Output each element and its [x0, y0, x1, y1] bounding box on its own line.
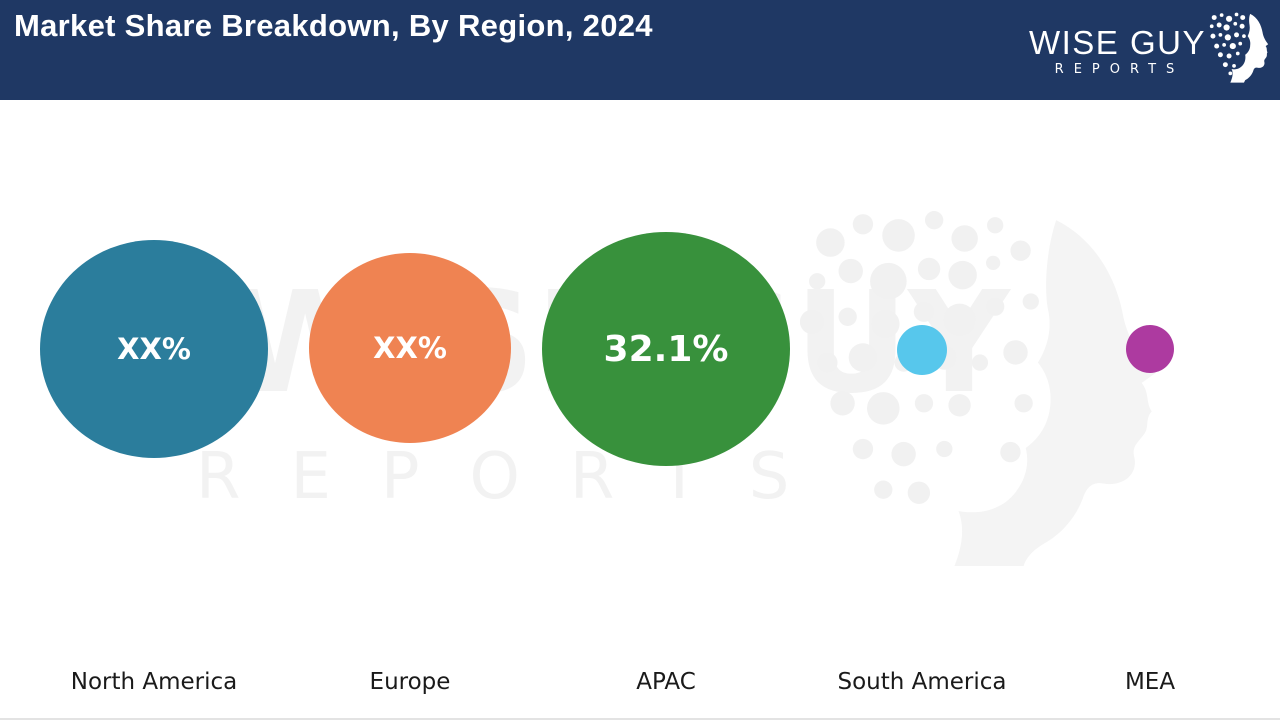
bubble-south-america — [897, 325, 947, 375]
logo-text: WISE GUY REPORTS — [1029, 26, 1206, 76]
page-title: Market Share Breakdown, By Region, 2024 — [14, 8, 653, 43]
bubble-apac: 32.1% — [542, 232, 790, 466]
category-label-south-america: South America — [837, 669, 1007, 695]
wise-guy-reports-logo: WISE GUY REPORTS — [1029, 6, 1270, 88]
logo-brand-name: WISE GUY — [1028, 24, 1206, 61]
logo-brand-subtitle: REPORTS — [1054, 62, 1185, 77]
bubble-value-label-north-america: XX% — [117, 332, 191, 366]
category-label-apac: APAC — [636, 669, 696, 695]
watermark-head-icon — [800, 211, 1156, 566]
header-bar: Market Share Breakdown, By Region, 2024 … — [0, 0, 1280, 100]
category-label-north-america: North America — [70, 669, 238, 695]
bubble-value-label-europe: XX% — [373, 331, 447, 365]
bubble-mea — [1126, 325, 1174, 373]
watermark-brand-subtext: REPORTS — [196, 440, 840, 514]
bubble-europe: XX% — [309, 253, 511, 443]
category-label-mea: MEA — [1124, 669, 1176, 695]
bubble-value-label-apac: 32.1% — [603, 328, 729, 370]
bubble-north-america: XX% — [40, 240, 268, 458]
logo-head-icon — [1209, 12, 1269, 83]
category-label-europe: Europe — [369, 669, 451, 695]
